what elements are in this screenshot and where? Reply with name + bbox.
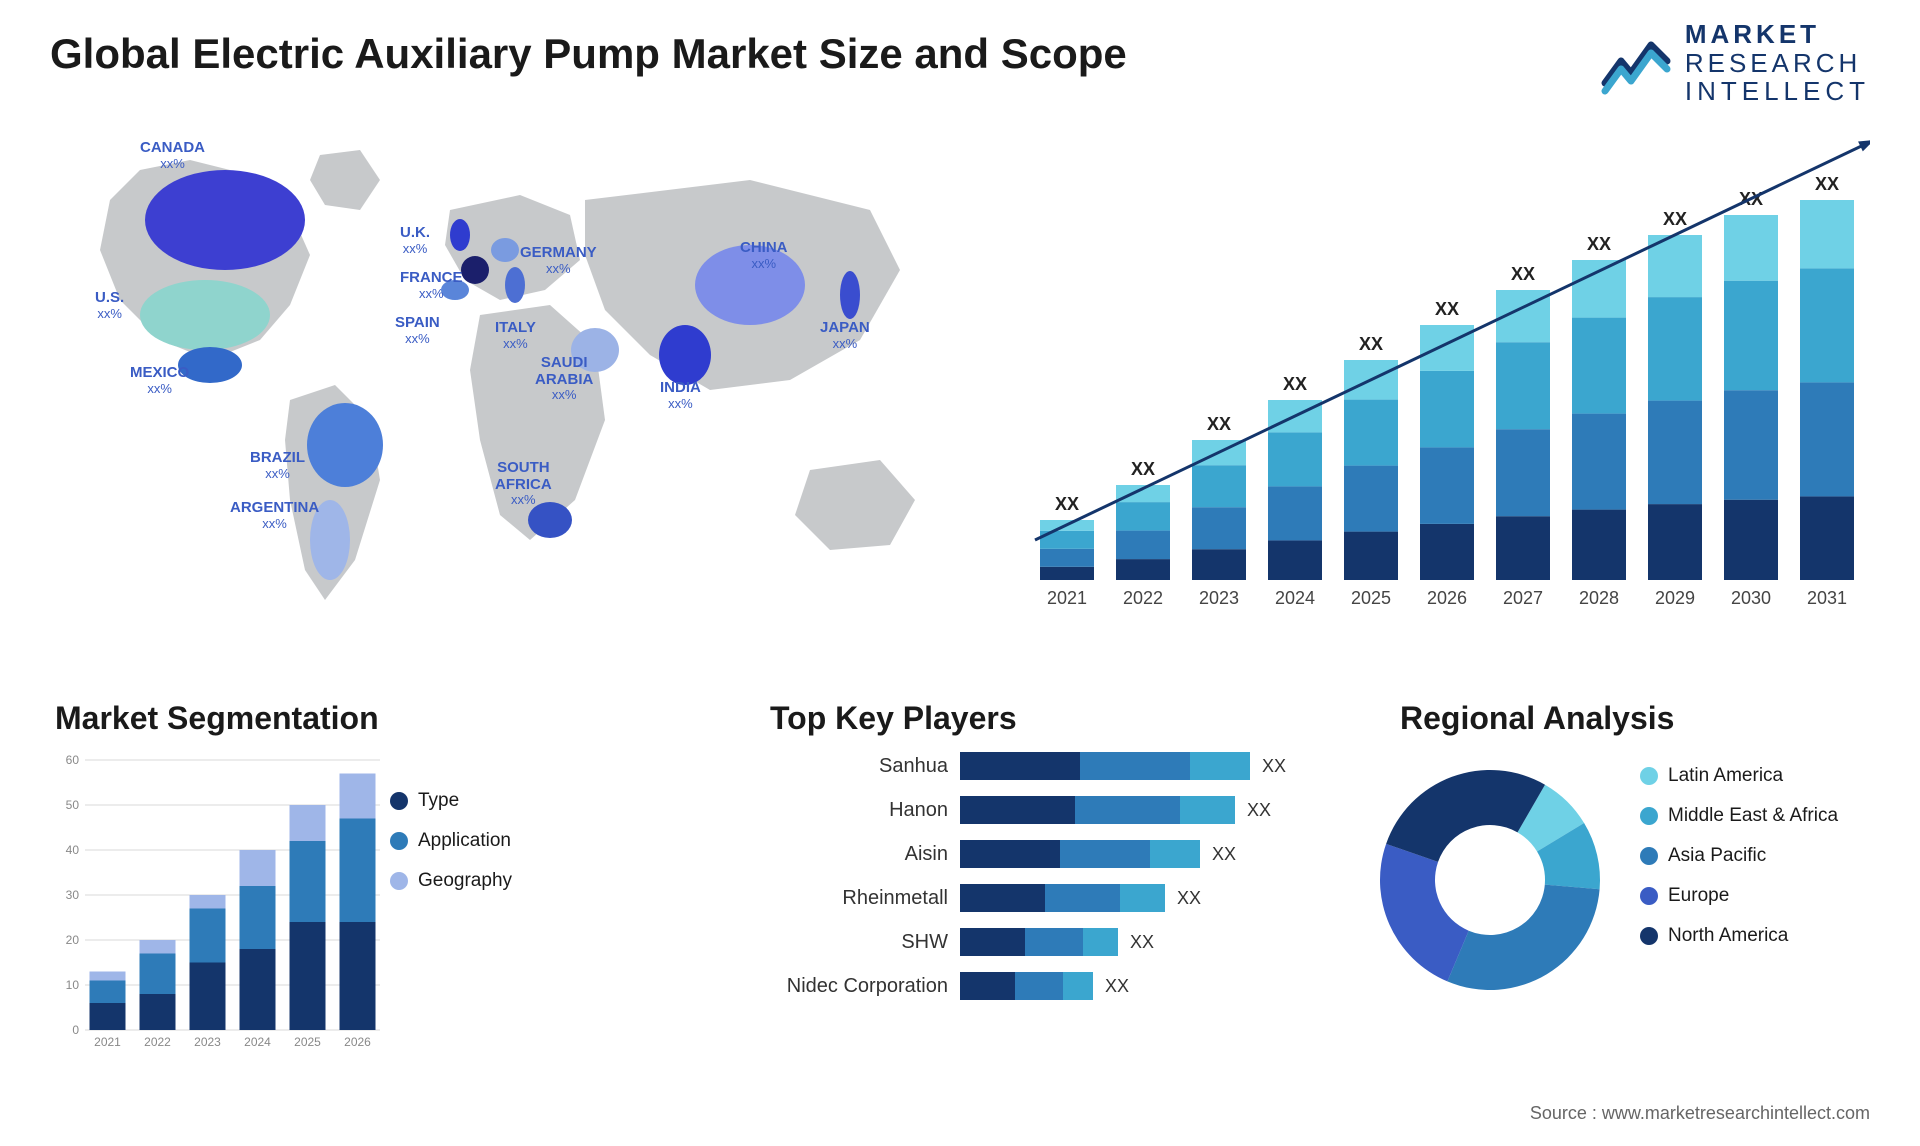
map-country-label: BRAZILxx%	[250, 450, 305, 481]
player-name: SHW	[770, 931, 960, 954]
map-country-label: ARGENTINAxx%	[230, 500, 319, 531]
player-name: Hanon	[770, 799, 960, 822]
segmentation-title: Market Segmentation	[55, 700, 379, 737]
legend-item: Europe	[1640, 885, 1838, 907]
svg-text:2022: 2022	[144, 1035, 171, 1049]
svg-text:XX: XX	[1055, 494, 1079, 514]
svg-text:50: 50	[66, 798, 80, 812]
player-value: XX	[1130, 932, 1154, 953]
legend-item: Middle East & Africa	[1640, 805, 1838, 827]
svg-text:2023: 2023	[194, 1035, 221, 1049]
svg-text:XX: XX	[1207, 414, 1231, 434]
svg-text:60: 60	[66, 753, 80, 767]
svg-text:2025: 2025	[294, 1035, 321, 1049]
svg-text:2027: 2027	[1503, 588, 1543, 608]
svg-text:2030: 2030	[1731, 588, 1771, 608]
svg-text:2024: 2024	[244, 1035, 271, 1049]
svg-text:2031: 2031	[1807, 588, 1847, 608]
player-name: Aisin	[770, 843, 960, 866]
page-title: Global Electric Auxiliary Pump Market Si…	[50, 30, 1127, 78]
map-country-label: GERMANYxx%	[520, 245, 597, 276]
logo-mark-icon	[1601, 31, 1673, 95]
logo-line1: MARKET	[1685, 20, 1870, 49]
svg-text:2025: 2025	[1351, 588, 1391, 608]
map-country-label: INDIAxx%	[660, 380, 701, 411]
player-value: XX	[1105, 976, 1129, 997]
svg-text:2028: 2028	[1579, 588, 1619, 608]
map-country-label: U.K.xx%	[400, 225, 430, 256]
svg-text:20: 20	[66, 933, 80, 947]
player-row: Nidec Corporation XX	[770, 970, 1310, 1002]
svg-text:2026: 2026	[1427, 588, 1467, 608]
player-row: Rheinmetall XX	[770, 882, 1310, 914]
svg-text:XX: XX	[1435, 299, 1459, 319]
legend-item: Asia Pacific	[1640, 845, 1838, 867]
map-country-label: SOUTHAFRICAxx%	[495, 460, 552, 507]
svg-text:2024: 2024	[1275, 588, 1315, 608]
svg-text:10: 10	[66, 978, 80, 992]
svg-text:XX: XX	[1815, 174, 1839, 194]
legend-item: Geography	[390, 870, 512, 892]
player-row: Hanon XX	[770, 794, 1310, 826]
player-name: Rheinmetall	[770, 887, 960, 910]
legend-item: Type	[390, 790, 512, 812]
map-country-label: ITALYxx%	[495, 320, 536, 351]
player-value: XX	[1262, 756, 1286, 777]
map-country-label: FRANCExx%	[400, 270, 463, 301]
map-country-label: SAUDIARABIAxx%	[535, 355, 593, 402]
logo-line3: INTELLECT	[1685, 77, 1870, 106]
svg-text:XX: XX	[1663, 209, 1687, 229]
legend-item: North America	[1640, 925, 1838, 947]
svg-text:0: 0	[72, 1023, 79, 1037]
player-row: Aisin XX	[770, 838, 1310, 870]
svg-text:2021: 2021	[1047, 588, 1087, 608]
segmentation-legend: Type Application Geography	[390, 790, 512, 910]
player-name: Nidec Corporation	[770, 975, 960, 998]
svg-text:XX: XX	[1359, 334, 1383, 354]
svg-text:40: 40	[66, 843, 80, 857]
brand-logo: MARKET RESEARCH INTELLECT	[1601, 20, 1870, 106]
world-map: CANADAxx% U.S.xx% MEXICOxx% BRAZILxx% ARGENT…	[50, 130, 950, 650]
svg-text:2029: 2029	[1655, 588, 1695, 608]
svg-text:2026: 2026	[344, 1035, 371, 1049]
map-country-label: SPAINxx%	[395, 315, 440, 346]
key-players-title: Top Key Players	[770, 700, 1017, 737]
player-row: SHW XX	[770, 926, 1310, 958]
map-country-label: JAPANxx%	[820, 320, 870, 351]
svg-text:2023: 2023	[1199, 588, 1239, 608]
svg-text:XX: XX	[1511, 264, 1535, 284]
growth-bar-chart: XX 2021 XX 2022 XX 2023 XX 2024 XX 2025 XX 2026 XX 20…	[1020, 140, 1870, 640]
regional-title: Regional Analysis	[1400, 700, 1674, 737]
player-row: Sanhua XX	[770, 750, 1310, 782]
player-value: XX	[1177, 888, 1201, 909]
svg-text:XX: XX	[1131, 459, 1155, 479]
player-value: XX	[1212, 844, 1236, 865]
map-country-label: U.S.xx%	[95, 290, 124, 321]
logo-line2: RESEARCH	[1685, 49, 1870, 78]
svg-text:2022: 2022	[1123, 588, 1163, 608]
svg-text:XX: XX	[1283, 374, 1307, 394]
svg-text:2021: 2021	[94, 1035, 121, 1049]
svg-text:30: 30	[66, 888, 80, 902]
legend-item: Latin America	[1640, 765, 1838, 787]
key-players-list: Sanhua XX Hanon XX Aisin XX Rheinmetall XX SHW XX…	[770, 750, 1310, 1014]
svg-text:XX: XX	[1587, 234, 1611, 254]
regional-legend: Latin America Middle East & Africa Asia Pa…	[1640, 765, 1838, 965]
player-value: XX	[1247, 800, 1271, 821]
map-country-label: MEXICOxx%	[130, 365, 189, 396]
source-attribution: Source : www.marketresearchintellect.com	[1530, 1103, 1870, 1124]
map-country-label: CANADAxx%	[140, 140, 205, 171]
legend-item: Application	[390, 830, 512, 852]
player-name: Sanhua	[770, 755, 960, 778]
map-country-label: CHINAxx%	[740, 240, 788, 271]
